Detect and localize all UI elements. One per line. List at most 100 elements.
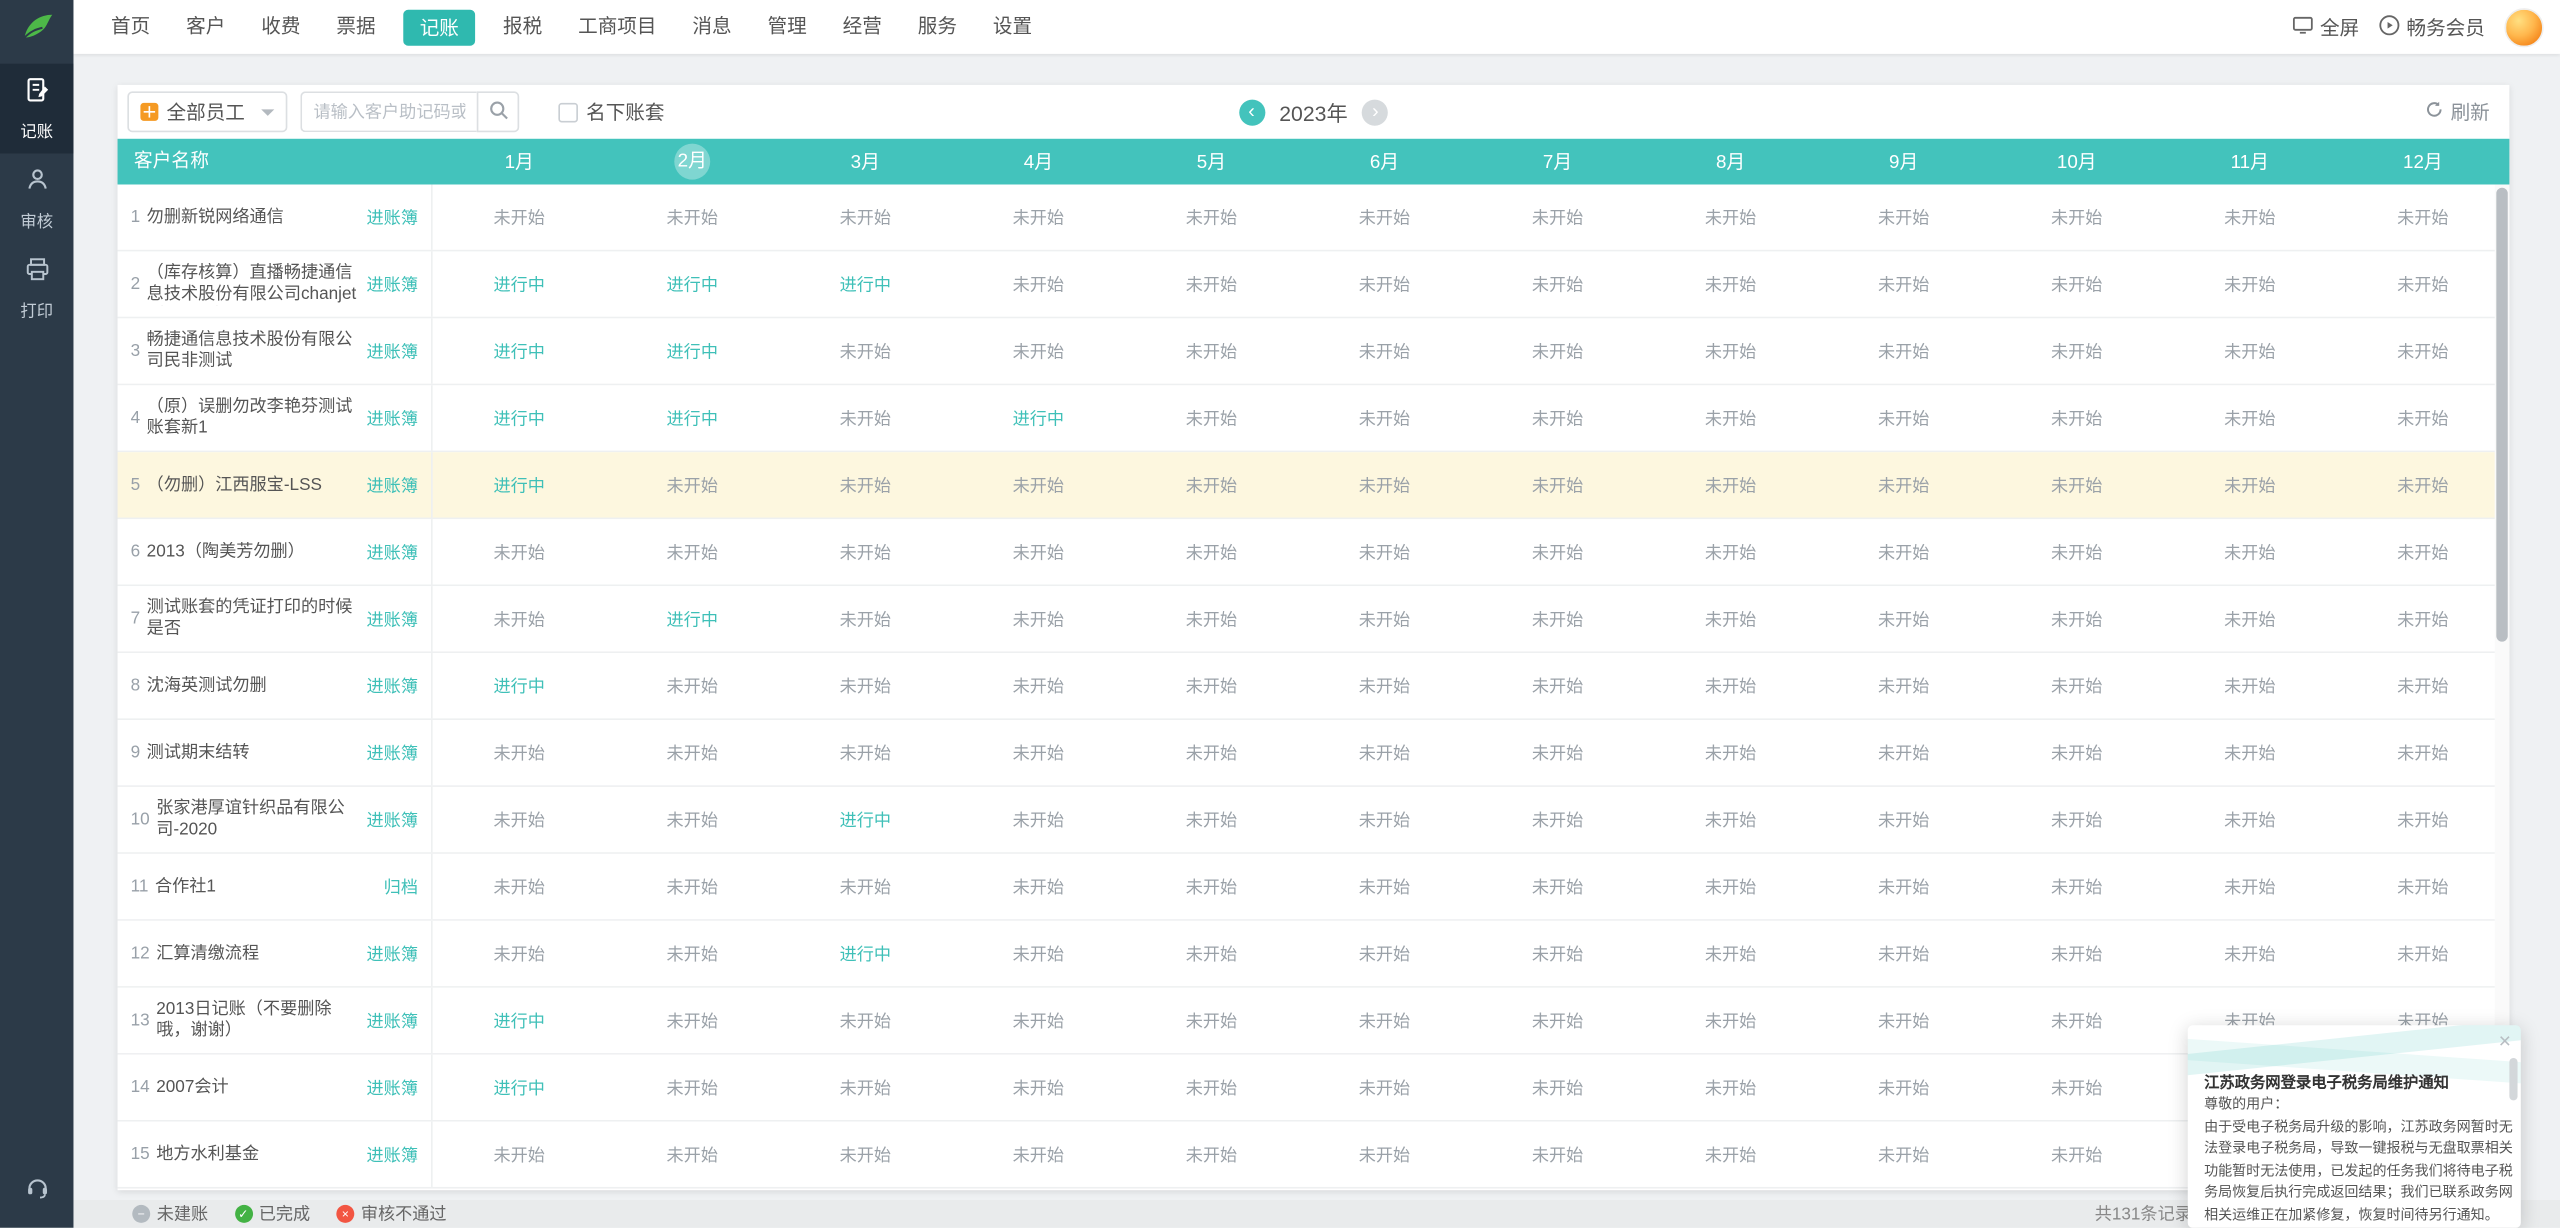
status-cell: 未开始	[493, 208, 545, 228]
status-cell[interactable]: 进行中	[666, 408, 718, 429]
search-icon	[487, 99, 508, 125]
avatar[interactable]	[2504, 7, 2544, 47]
month-header-12月[interactable]: 12月	[2403, 153, 2443, 174]
fullscreen-button[interactable]: 全屏	[2292, 13, 2359, 41]
month-header-2月[interactable]: 2月	[606, 139, 779, 185]
month-header-4月[interactable]: 4月	[1023, 153, 1053, 174]
table-row: 14 2007会计 进账簿 进行中 未开始 未开始 未开始 未开始 未开始 未开始 未开始 未开…	[117, 1054, 2510, 1122]
notice-scrollbar[interactable]	[2509, 1057, 2518, 1218]
close-icon[interactable]: ×	[2498, 1028, 2512, 1054]
row-index: 4	[130, 408, 141, 428]
status-cell: 未开始	[2397, 275, 2449, 295]
status-cell: 未开始	[493, 810, 545, 831]
scrollbar-thumb[interactable]	[2496, 187, 2508, 642]
status-cell[interactable]: 进行中	[493, 475, 545, 496]
member-button[interactable]: 畅务会员	[2379, 13, 2485, 41]
search-button[interactable]	[476, 91, 520, 133]
status-cell: 未开始	[839, 1078, 892, 1098]
tab-工商项目[interactable]: 工商项目	[578, 14, 657, 38]
status-cell: 未开始	[666, 475, 718, 496]
sidebar-item-audit[interactable]: 审核	[0, 153, 73, 243]
status-cell[interactable]: 进行中	[839, 275, 892, 295]
tab-报税[interactable]: 报税	[502, 14, 543, 38]
status-cell: 未开始	[1704, 1078, 1757, 1098]
status-cell: 未开始	[1358, 810, 1411, 831]
status-cell[interactable]: 进行中	[493, 1011, 545, 1032]
tab-收费[interactable]: 收费	[261, 14, 301, 38]
row-action-link[interactable]: 进账簿	[366, 676, 418, 697]
tab-消息[interactable]: 消息	[692, 14, 732, 38]
status-cell[interactable]: 进行中	[493, 1078, 545, 1098]
status-cell: 未开始	[1012, 1011, 1065, 1032]
month-header-3月[interactable]: 3月	[850, 153, 880, 174]
tab-经营[interactable]: 经营	[842, 14, 882, 38]
status-cell[interactable]: 进行中	[1012, 408, 1065, 429]
next-year-button[interactable]: ›	[1362, 98, 1389, 125]
my-accounts-checkbox[interactable]: 名下账套	[558, 98, 665, 126]
status-cell: 未开始	[1012, 342, 1065, 362]
tab-票据[interactable]: 票据	[336, 14, 376, 38]
month-header-9月[interactable]: 9月	[1889, 153, 1919, 174]
status-cell[interactable]: 进行中	[493, 408, 545, 429]
tab-客户[interactable]: 客户	[186, 14, 226, 38]
status-cell[interactable]: 进行中	[666, 609, 718, 630]
status-cell: 未开始	[1531, 944, 1584, 965]
row-action-link[interactable]: 进账簿	[366, 1145, 418, 1165]
row-action-link[interactable]: 进账簿	[366, 1011, 418, 1032]
refresh-button[interactable]: 刷新	[2424, 98, 2499, 126]
sidebar-menu: 记账 审核 打印	[0, 63, 74, 333]
status-cell[interactable]: 进行中	[666, 275, 718, 295]
table-scrollbar[interactable]	[2494, 184, 2510, 1191]
tab-记账[interactable]: 记账	[403, 8, 476, 45]
row-action-link[interactable]: 进账簿	[366, 944, 418, 965]
row-action-link[interactable]: 进账簿	[366, 208, 418, 228]
tab-设置[interactable]: 设置	[992, 14, 1033, 38]
app-logo-icon[interactable]	[16, 8, 58, 47]
status-cell[interactable]: 进行中	[839, 944, 892, 965]
employee-filter-select[interactable]: 全部员工	[127, 91, 288, 133]
status-cell: 未开始	[1012, 877, 1065, 898]
month-header-7月[interactable]: 7月	[1542, 153, 1573, 174]
row-action-link[interactable]: 进账簿	[366, 1078, 418, 1098]
notice-salutation: 尊敬的用户：	[2204, 1095, 2289, 1112]
month-header-5月[interactable]: 5月	[1196, 153, 1227, 174]
tab-首页[interactable]: 首页	[111, 14, 151, 38]
status-cell: 未开始	[839, 609, 892, 630]
month-header-8月[interactable]: 8月	[1715, 153, 1746, 174]
row-action-link[interactable]: 进账簿	[366, 810, 418, 831]
status-cell[interactable]: 进行中	[493, 342, 545, 362]
row-action-link[interactable]: 进账簿	[366, 475, 418, 496]
status-cell: 未开始	[1358, 743, 1411, 764]
status-cell[interactable]: 进行中	[839, 810, 892, 831]
month-header-10月[interactable]: 10月	[2056, 153, 2097, 174]
row-action-link[interactable]: 进账簿	[366, 609, 418, 630]
table-row: 7 测试账套的凭证打印的时候是否 进账簿 未开始 进行中 未开始 未开始 未开始 未开始未…	[117, 586, 2510, 654]
month-header-1月[interactable]: 1月	[504, 153, 534, 174]
customer-cell: 13 2013日记账（不要删除哦，谢谢） 进账簿	[118, 987, 433, 1054]
support-icon[interactable]	[24, 1174, 50, 1208]
row-action-link[interactable]: 进账簿	[366, 542, 418, 563]
status-cell[interactable]: 进行中	[666, 342, 718, 362]
month-header-11月[interactable]: 11月	[2230, 153, 2269, 174]
prev-year-button[interactable]: ‹	[1238, 98, 1265, 125]
status-cell: 未开始	[1531, 1011, 1584, 1032]
status-cell[interactable]: 进行中	[493, 275, 545, 295]
month-header-6月[interactable]: 6月	[1369, 153, 1400, 174]
row-action-link[interactable]: 进账簿	[366, 408, 418, 429]
notice-scrollbar-thumb[interactable]	[2509, 1057, 2518, 1101]
status-cell: 未开始	[839, 1011, 892, 1032]
sidebar-item-print[interactable]: 打印	[0, 243, 73, 333]
row-action-link[interactable]: 进账簿	[366, 342, 418, 362]
row-action-link[interactable]: 归档	[383, 877, 418, 898]
table-row: 5 （勿删）江西服宝-LSS 进账簿 进行中 未开始 未开始 未开始 未开始 未开始 未开始…	[117, 452, 2510, 520]
status-cell: 未开始	[2224, 475, 2276, 496]
status-cell[interactable]: 进行中	[493, 676, 545, 697]
search-input[interactable]	[300, 91, 477, 133]
tab-服务[interactable]: 服务	[917, 14, 958, 38]
status-cell: 未开始	[2397, 743, 2449, 764]
sidebar-item-bookkeeping[interactable]: 记账	[0, 63, 74, 154]
tab-管理[interactable]: 管理	[767, 14, 807, 38]
row-action-link[interactable]: 进账簿	[366, 743, 418, 764]
status-cell: 未开始	[1531, 1078, 1584, 1098]
row-action-link[interactable]: 进账簿	[366, 275, 418, 295]
